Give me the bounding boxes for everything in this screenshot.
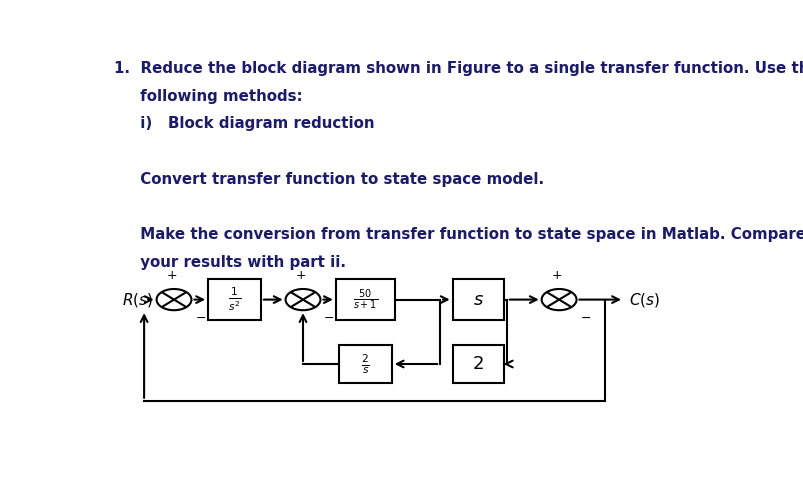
Text: 1.  Reduce the block diagram shown in Figure to a single transfer function. Use : 1. Reduce the block diagram shown in Fig… [114, 61, 803, 76]
Text: −: − [324, 312, 334, 325]
FancyBboxPatch shape [338, 345, 391, 383]
Text: $\frac{1}{s^2}$: $\frac{1}{s^2}$ [227, 286, 241, 313]
FancyBboxPatch shape [452, 345, 503, 383]
Text: −: − [195, 312, 206, 325]
Text: $\frac{2}{s}$: $\frac{2}{s}$ [361, 352, 369, 376]
Circle shape [541, 289, 576, 310]
Text: $\frac{50}{s+1}$: $\frac{50}{s+1}$ [353, 287, 377, 312]
Text: +: + [295, 269, 305, 282]
Circle shape [157, 289, 191, 310]
Text: Convert transfer function to state space model.: Convert transfer function to state space… [114, 172, 544, 186]
Text: $C(s)$: $C(s)$ [628, 291, 659, 308]
Text: +: + [551, 269, 561, 282]
Text: −: − [580, 312, 590, 325]
Text: your results with part ii.: your results with part ii. [114, 254, 346, 270]
Text: i)   Block diagram reduction: i) Block diagram reduction [114, 116, 374, 131]
Circle shape [285, 289, 320, 310]
FancyBboxPatch shape [336, 279, 394, 320]
FancyBboxPatch shape [452, 279, 503, 320]
Text: +: + [166, 269, 177, 282]
Text: $R(s)$: $R(s)$ [122, 291, 153, 308]
Text: following methods:: following methods: [114, 89, 303, 104]
FancyBboxPatch shape [208, 279, 261, 320]
Text: $s$: $s$ [472, 291, 483, 308]
Text: $2$: $2$ [471, 355, 483, 373]
Text: Make the conversion from transfer function to state space in Matlab. Compare: Make the conversion from transfer functi… [114, 227, 803, 242]
